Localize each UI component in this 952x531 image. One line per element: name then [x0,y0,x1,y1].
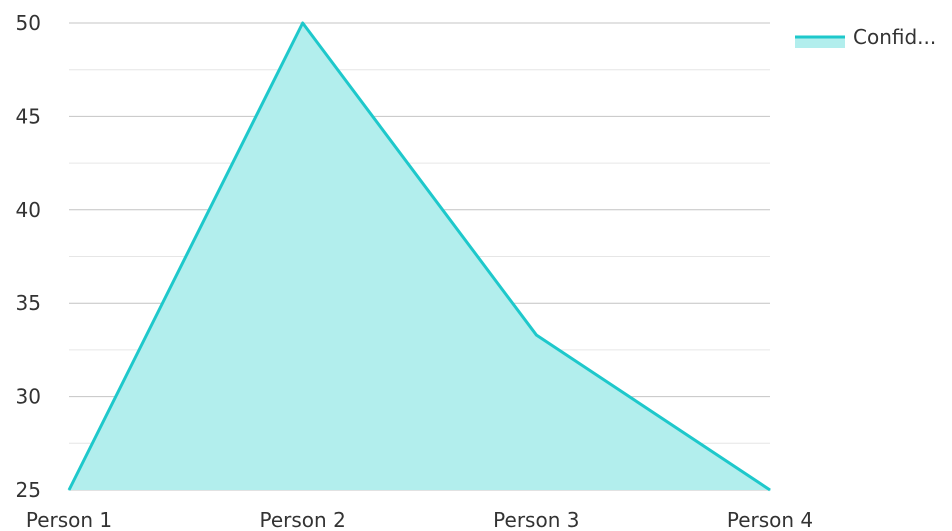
series-line [67,21,771,492]
data-point [68,489,70,491]
y-tick-label: 45 [16,104,41,128]
x-tick-label: Person 1 [26,508,112,531]
y-tick-label: 35 [16,291,41,315]
data-point [302,22,304,24]
series-area [67,21,771,492]
x-axis-ticks: Person 1 Person 2 Person 3 Person 4 [26,508,813,531]
y-tick-label: 40 [16,198,41,222]
legend-swatch [795,37,845,48]
legend: Confid... [795,25,936,49]
x-tick-label: Person 3 [493,508,579,531]
y-axis-ticks: 25 30 35 40 45 50 [16,11,41,502]
data-point [769,489,771,491]
legend-label: Confid... [853,25,936,49]
y-tick-label: 30 [16,385,41,409]
data-point [535,334,537,336]
y-tick-label: 25 [16,478,41,502]
y-tick-label: 50 [16,11,41,35]
x-tick-label: Person 4 [727,508,813,531]
x-tick-label: Person 2 [260,508,346,531]
